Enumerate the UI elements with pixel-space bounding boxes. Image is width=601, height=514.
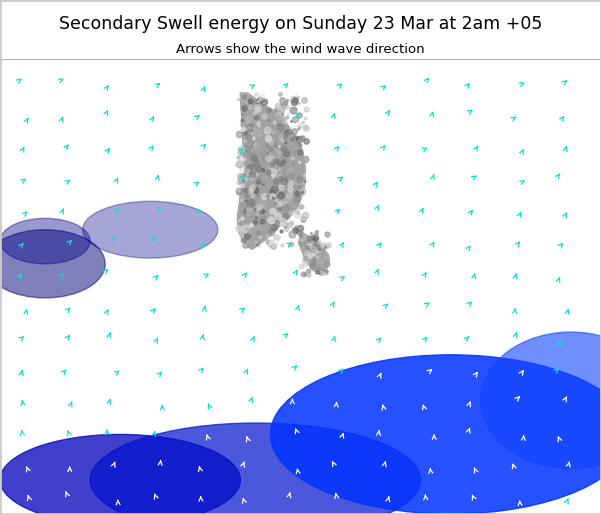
- Ellipse shape: [481, 332, 601, 469]
- Polygon shape: [237, 93, 305, 249]
- Polygon shape: [299, 231, 329, 274]
- Ellipse shape: [0, 230, 105, 298]
- Ellipse shape: [0, 434, 240, 514]
- Ellipse shape: [83, 201, 218, 258]
- Polygon shape: [237, 93, 305, 249]
- Ellipse shape: [90, 423, 421, 514]
- Text: Secondary Swell energy on Sunday 23 Mar at 2am +05: Secondary Swell energy on Sunday 23 Mar …: [59, 15, 542, 33]
- Text: Arrows show the wind wave direction: Arrows show the wind wave direction: [176, 43, 425, 56]
- Polygon shape: [299, 231, 329, 274]
- Ellipse shape: [0, 218, 90, 264]
- Ellipse shape: [270, 355, 601, 514]
